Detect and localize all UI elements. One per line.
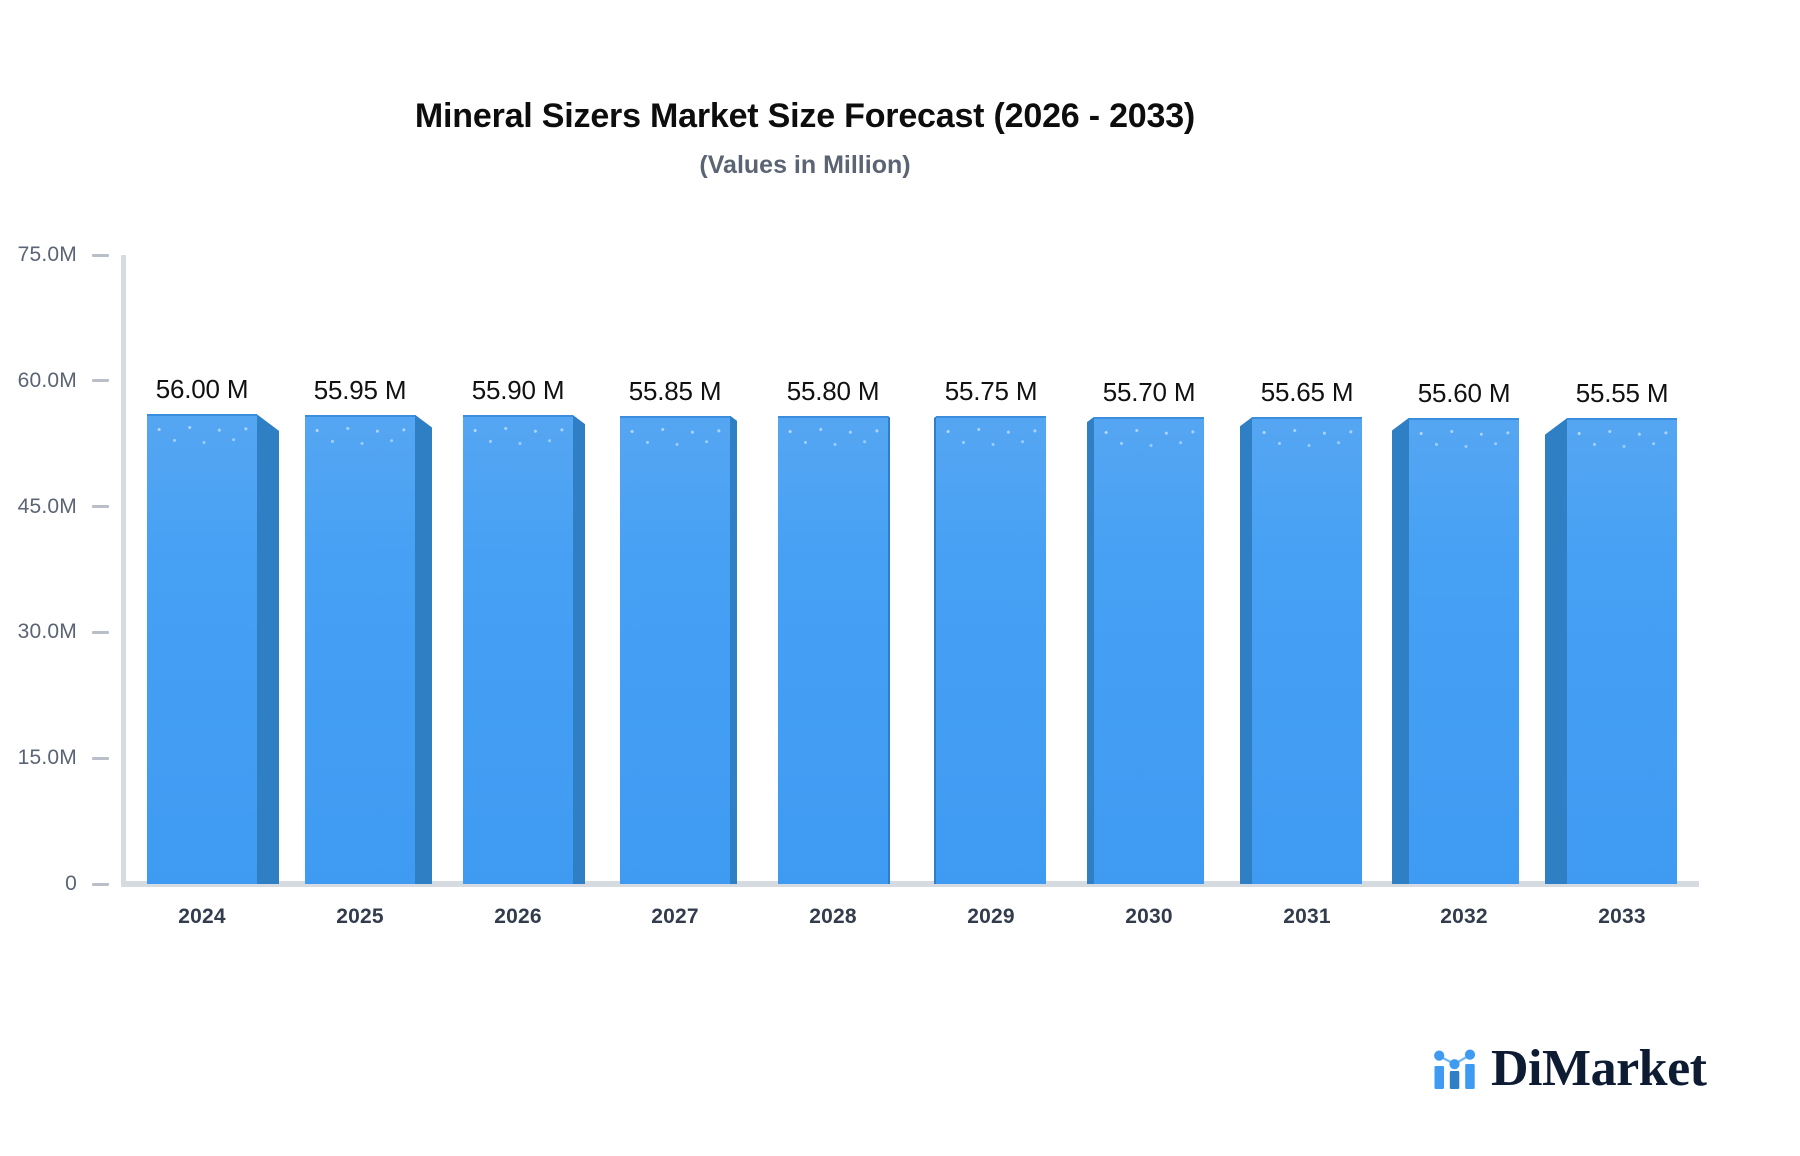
y-axis-tick-mark: [92, 253, 109, 257]
y-axis-tick-label: 0: [65, 872, 77, 895]
y-axis-tick-label: 75.0M: [17, 243, 77, 266]
bar-side-face: [730, 415, 737, 884]
bar[interactable]: 55.70 M: [1087, 377, 1204, 884]
bar[interactable]: 55.75 M: [934, 376, 1046, 884]
y-axis-tick: 30.0M: [18, 620, 121, 644]
y-axis-tick-mark: [92, 379, 109, 383]
y-axis-tick: 60.0M: [18, 369, 121, 393]
bar[interactable]: 55.95 M: [305, 375, 432, 884]
bar[interactable]: 55.65 M: [1240, 377, 1362, 884]
bar-value-label: 55.95 M: [313, 374, 407, 405]
x-axis-tick-label: 2029: [967, 905, 1015, 928]
bar-front-face: [1094, 416, 1204, 884]
x-axis-tick-label: 2033: [1598, 905, 1646, 928]
bar-value-label: 55.80 M: [786, 376, 880, 407]
bar-value-label: 55.70 M: [1102, 376, 1196, 407]
y-axis-tick-mark: [92, 505, 109, 509]
x-axis-tick-label: 2026: [494, 905, 542, 928]
brand-logo: DiMarket: [1432, 1040, 1707, 1097]
y-axis-tick-label: 45.0M: [17, 494, 77, 518]
y-axis-tick-label: 30.0M: [17, 620, 77, 644]
bar[interactable]: 56.00 M: [147, 374, 279, 884]
bar-chart-trend-icon: [1434, 1049, 1476, 1089]
chart-title: Mineral Sizers Market Size Forecast (202…: [414, 97, 1196, 135]
bar-side-face: [1392, 417, 1409, 884]
bar[interactable]: 55.90 M: [463, 375, 585, 884]
bar-value-label: 55.75 M: [944, 376, 1038, 407]
y-axis-tick-label: 15.0M: [17, 746, 77, 770]
y-axis-tick: 45.0M: [18, 495, 121, 519]
bar-side-face: [573, 415, 585, 884]
brand-name: DiMarket: [1491, 1040, 1707, 1097]
x-axis-tick-label: 2025: [336, 905, 384, 928]
bar-front-face: [1567, 418, 1677, 884]
y-axis-tick: 75.0M: [18, 243, 121, 267]
y-axis-tick-mark: [92, 756, 109, 760]
bar-front-face: [936, 416, 1046, 884]
bar-value-label: 55.90 M: [471, 375, 565, 406]
bar-front-face: [463, 415, 573, 884]
x-axis-tick-label: 2031: [1283, 905, 1331, 928]
y-axis-tick: 0: [65, 872, 121, 896]
bar[interactable]: 55.85 M: [620, 376, 737, 884]
bar-value-label: 55.85 M: [628, 375, 722, 406]
bar-side-face: [1240, 417, 1252, 884]
bar-value-label: 55.60 M: [1417, 377, 1511, 408]
chart-header: Mineral Sizers Market Size Forecast (202…: [0, 96, 1610, 180]
bar-side-face: [1545, 418, 1567, 884]
x-axis-tick-label: 2032: [1440, 905, 1488, 928]
bar[interactable]: 55.55 M: [1545, 378, 1677, 884]
bar[interactable]: 55.60 M: [1392, 378, 1519, 884]
bar-front-face: [778, 416, 888, 884]
bar-front-face: [1409, 417, 1519, 884]
x-axis-tick-label: 2028: [809, 905, 857, 928]
x-axis-tick-label: 2030: [1125, 905, 1173, 928]
bar[interactable]: 55.80 M: [778, 376, 890, 884]
bar-side-face: [257, 414, 279, 884]
y-axis-tick-mark: [92, 630, 109, 634]
x-axis-tick-label: 2027: [651, 905, 699, 928]
bar-side-face: [415, 414, 432, 884]
bar-front-face: [1252, 417, 1362, 884]
x-axis-line: [121, 881, 1699, 887]
y-axis-tick-label: 60.0M: [17, 368, 77, 392]
bar-value-label: 56.00 M: [155, 374, 249, 405]
y-axis-tick-mark: [92, 882, 109, 886]
y-axis-tick-labels: 0 15.0M 30.0M 45.0M 60.0M 75.0M: [0, 0, 121, 1156]
bar-side-face: [1087, 416, 1094, 884]
chart-subtitle: (Values in Million): [699, 151, 911, 180]
y-axis-line: [121, 255, 126, 886]
bar-value-label: 55.55 M: [1575, 378, 1669, 409]
bar-value-label: 55.65 M: [1260, 377, 1354, 408]
bar-front-face: [147, 414, 257, 884]
bar-front-face: [620, 415, 730, 884]
x-axis-tick-label: 2024: [178, 905, 226, 928]
y-axis-tick: 15.0M: [18, 746, 121, 770]
bar-front-face: [305, 414, 415, 884]
bar-side-face: [888, 416, 890, 884]
bar-side-face: [934, 416, 936, 884]
